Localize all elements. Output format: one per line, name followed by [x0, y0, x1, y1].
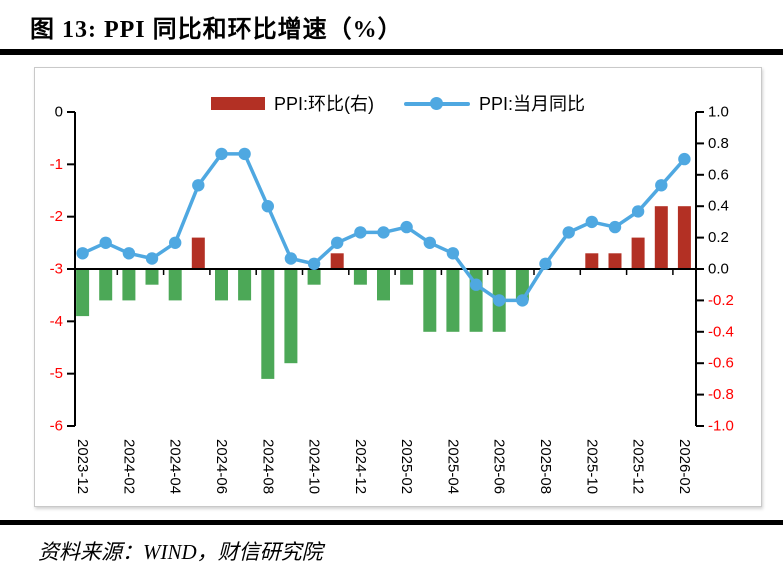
svg-text:-3: -3 [50, 261, 63, 278]
svg-text:-4: -4 [50, 313, 63, 330]
svg-text:2024-06: 2024-06 [213, 439, 230, 494]
svg-text:2025-08: 2025-08 [537, 439, 554, 494]
legend-item-yoy: PPI:当月同比 [404, 90, 585, 116]
figure-title: 图 13: PPI 同比和环比增速（%） [30, 17, 403, 43]
svg-text:-0.4: -0.4 [708, 323, 734, 340]
svg-text:-0.2: -0.2 [708, 292, 734, 309]
svg-text:0.0: 0.0 [708, 261, 729, 278]
svg-text:0: 0 [55, 104, 63, 121]
svg-text:2025-10: 2025-10 [583, 439, 600, 494]
svg-text:1.0: 1.0 [708, 104, 729, 121]
chart-frame: 0 -1 -2 -3 -4 -5 -6 1.0 0.8 0.6 0.4 0.2 0.0 -0.2 -0.4 -… [34, 67, 762, 507]
svg-text:-6: -6 [50, 418, 63, 435]
svg-text:2025-12: 2025-12 [630, 439, 647, 494]
svg-text:2024-04: 2024-04 [167, 439, 184, 494]
line-dot-swatch-icon [404, 96, 470, 110]
ppi-combo-chart: 0 -1 -2 -3 -4 -5 -6 1.0 0.8 0.6 0.4 0.2 0.0 -0.2 -0.4 -… [35, 68, 761, 506]
chart-legend: PPI:环比(右) PPI:当月同比 [35, 90, 761, 116]
svg-text:2024-10: 2024-10 [306, 439, 323, 494]
svg-text:-5: -5 [50, 365, 63, 382]
source-note: 资料来源：WIND，财信研究院 [38, 540, 323, 564]
footer-rule [0, 520, 783, 525]
svg-text:2025-02: 2025-02 [398, 439, 415, 494]
legend-label-yoy: PPI:当月同比 [479, 94, 586, 114]
svg-text:2026-02: 2026-02 [676, 439, 693, 494]
svg-text:2024-12: 2024-12 [352, 439, 369, 494]
svg-text:2024-08: 2024-08 [259, 439, 276, 494]
svg-text:0.2: 0.2 [708, 229, 729, 246]
svg-text:2025-06: 2025-06 [491, 439, 508, 494]
bar-swatch-icon [210, 96, 265, 110]
svg-text:-0.8: -0.8 [708, 386, 734, 403]
legend-item-mom: PPI:环比(右) [210, 90, 374, 116]
legend-label-mom: PPI:环比(右) [273, 94, 374, 114]
svg-text:-2: -2 [50, 208, 63, 225]
svg-text:2024-02: 2024-02 [120, 439, 137, 494]
title-underline-rule [0, 49, 783, 55]
svg-text:-1.0: -1.0 [708, 418, 734, 435]
svg-text:2023-12: 2023-12 [74, 439, 91, 494]
svg-text:-0.6: -0.6 [708, 355, 734, 372]
svg-text:-1: -1 [50, 156, 63, 173]
svg-text:0.4: 0.4 [708, 198, 729, 215]
svg-text:0.6: 0.6 [708, 166, 729, 183]
svg-text:0.8: 0.8 [708, 135, 729, 152]
svg-text:2025-04: 2025-04 [444, 439, 461, 494]
